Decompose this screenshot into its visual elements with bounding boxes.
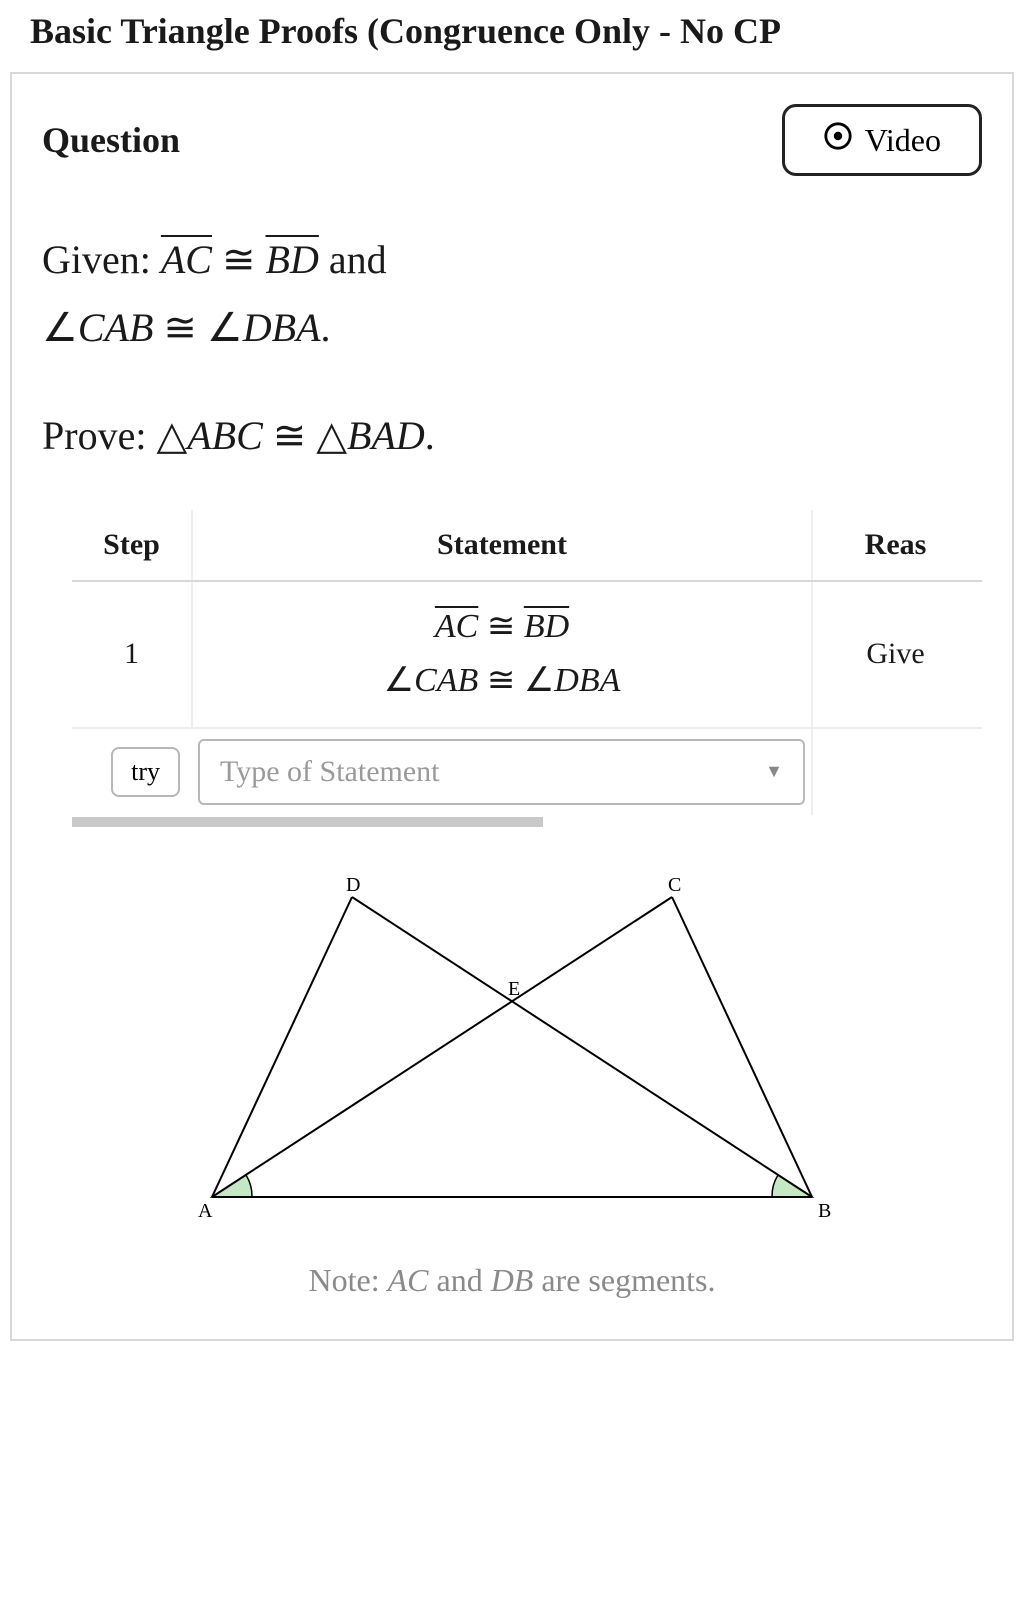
col-reason: Reas: [812, 510, 982, 581]
horizontal-scrollbar[interactable]: [72, 817, 543, 827]
angle-symbol: ∠: [207, 305, 243, 350]
period: .: [321, 305, 331, 350]
period: .: [425, 413, 435, 458]
segment-bd: BD: [266, 237, 319, 282]
segment-ac: AC: [435, 608, 478, 645]
col-statement: Statement: [192, 510, 812, 581]
label-e: E: [508, 978, 520, 1000]
triangle-symbol: △: [156, 413, 187, 458]
question-panel: Question Video Given: AC ≅ BD and ∠CAB ≅…: [10, 72, 1014, 1341]
segment-ac: AC: [161, 237, 212, 282]
chevron-down-icon: ▼: [765, 761, 783, 782]
table-row: 1 AC ≅ BD ∠CAB ≅ ∠DBA Give: [72, 581, 982, 728]
note-seg-ac: AC: [388, 1262, 429, 1298]
congruent-symbol: ≅: [487, 608, 524, 645]
reason-cell: Give: [812, 581, 982, 728]
given-statement: Given: AC ≅ BD and ∠CAB ≅ ∠DBA.: [42, 226, 982, 362]
proof-table-container: Step Statement Reas 1 AC ≅ BD: [72, 510, 982, 827]
page-title: Basic Triangle Proofs (Congruence Only -…: [0, 0, 1024, 72]
label-c: C: [668, 877, 681, 896]
label-a: A: [198, 1200, 213, 1222]
prove-statement: Prove: △ABC ≅ △BAD.: [42, 402, 982, 470]
segment-bd: BD: [524, 608, 569, 645]
try-button[interactable]: try: [111, 747, 180, 797]
note-and: and: [428, 1262, 490, 1298]
video-button[interactable]: Video: [782, 104, 982, 176]
prove-prefix: Prove:: [42, 413, 156, 458]
note-suffix: are segments.: [533, 1262, 715, 1298]
given-prefix: Given:: [42, 237, 161, 282]
step-cell: 1: [72, 581, 192, 728]
congruent-symbol: ≅: [222, 237, 266, 282]
congruent-symbol: ≅: [273, 413, 317, 458]
congruent-symbol: ≅: [163, 305, 207, 350]
play-icon: [823, 121, 853, 159]
note-seg-db: DB: [491, 1262, 534, 1298]
dropdown-placeholder: Type of Statement: [220, 755, 440, 789]
figure-note: Note: AC and DB are segments.: [42, 1262, 982, 1299]
triangle-symbol: △: [316, 413, 347, 458]
question-heading: Question: [42, 119, 180, 161]
video-label: Video: [865, 122, 941, 159]
statement-cell: AC ≅ BD ∠CAB ≅ ∠DBA: [192, 581, 812, 728]
congruent-symbol: ≅: [487, 662, 524, 699]
figure-container: A B C D E Note: AC and DB are segments.: [42, 877, 982, 1299]
proof-table: Step Statement Reas 1 AC ≅ BD: [72, 510, 982, 815]
note-prefix: Note:: [309, 1262, 388, 1298]
angle-cab: CAB: [414, 662, 478, 699]
triangle-diagram: A B C D E: [182, 877, 842, 1227]
angle-symbol: ∠: [384, 662, 414, 699]
angle-cab: CAB: [78, 305, 154, 350]
label-d: D: [346, 877, 360, 896]
statement-type-dropdown[interactable]: Type of Statement ▼: [198, 739, 805, 805]
table-row-input: try Type of Statement ▼: [72, 728, 982, 815]
angle-dba: DBA: [554, 662, 620, 699]
triangle-bad: BAD: [347, 413, 425, 458]
angle-dba: DBA: [243, 305, 321, 350]
given-and: and: [329, 237, 387, 282]
angle-symbol: ∠: [524, 662, 554, 699]
label-b: B: [818, 1200, 831, 1222]
col-step: Step: [72, 510, 192, 581]
angle-symbol: ∠: [42, 305, 78, 350]
triangle-abc: ABC: [187, 413, 263, 458]
